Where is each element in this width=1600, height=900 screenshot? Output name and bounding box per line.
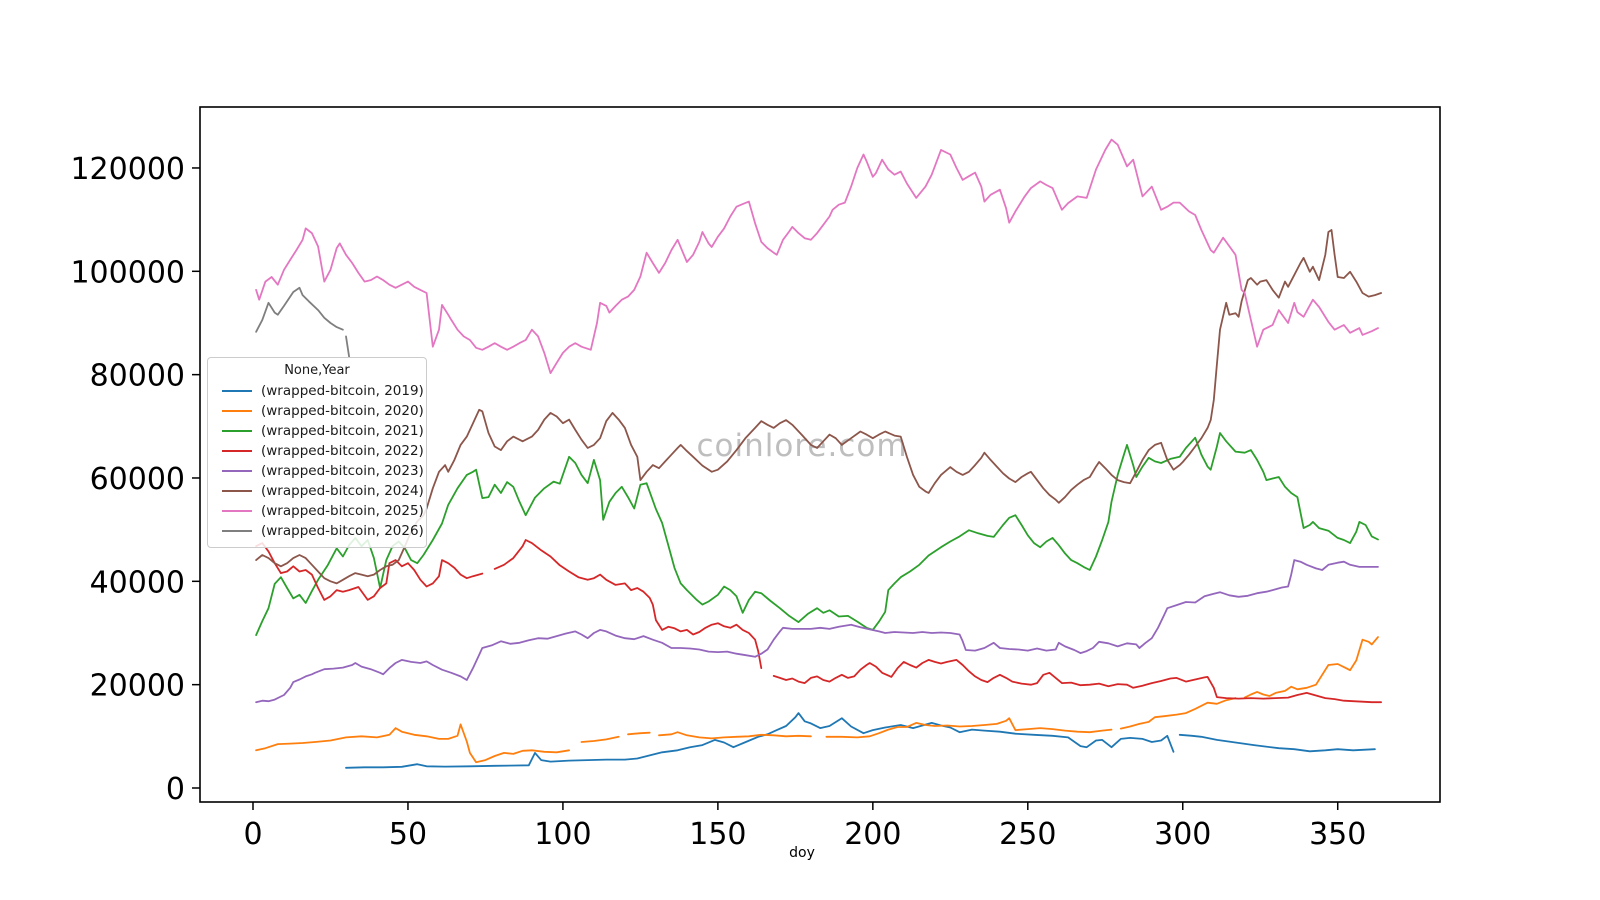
y-tick-label: 60000 (90, 462, 185, 497)
legend-entry-2022: (wrapped-bitcoin, 2022) (216, 441, 424, 461)
series-line-2020 (627, 731, 651, 736)
series-line-2019 (345, 712, 1175, 769)
legend-entry-2019: (wrapped-bitcoin, 2019) (216, 381, 424, 401)
legend-entry-2025: (wrapped-bitcoin, 2025) (216, 501, 424, 521)
legend-entry-2020: (wrapped-bitcoin, 2020) (216, 401, 424, 421)
series-line-2020 (255, 723, 570, 764)
legend-line-swatch (222, 490, 252, 492)
series-line-2020 (580, 735, 620, 743)
series-line-2026 (255, 286, 344, 333)
series-line-2020 (1243, 636, 1379, 699)
x-tick-label: 150 (689, 817, 746, 852)
legend-entry-label: (wrapped-bitcoin, 2021) (261, 423, 424, 439)
series-line-2020 (658, 731, 812, 740)
series-line-2025 (255, 138, 1379, 375)
legend-entry-label: (wrapped-bitcoin, 2023) (261, 463, 424, 479)
legend-entry-2024: (wrapped-bitcoin, 2024) (216, 481, 424, 501)
y-tick-label: 100000 (70, 255, 185, 290)
series-line-2020 (825, 717, 1113, 739)
legend-line-swatch (222, 410, 252, 412)
axes-spines (199, 106, 1441, 803)
x-tick-label: 350 (1309, 817, 1366, 852)
series-line-2023 (255, 559, 1379, 704)
legend: None,Year (wrapped-bitcoin, 2019) (wrappe… (207, 357, 427, 548)
x-axis-label: doy (789, 845, 815, 861)
x-tick-label: 200 (844, 817, 901, 852)
legend-entry-label: (wrapped-bitcoin, 2026) (261, 523, 424, 539)
x-tick-label: 300 (1154, 817, 1211, 852)
x-tick-label: 100 (534, 817, 591, 852)
axis-ticks: 0 50 100 150 200 250 300 350 0 20000 40000 60000 800… (70, 152, 1366, 852)
y-tick-label: 0 (166, 772, 185, 807)
series-line-2022 (493, 539, 763, 669)
series-line-2026 (345, 335, 351, 358)
series-line-2024 (255, 229, 1382, 585)
legend-entry-label: (wrapped-bitcoin, 2019) (261, 383, 424, 399)
series-line-2021 (255, 432, 1379, 636)
legend-entry-2023: (wrapped-bitcoin, 2023) (216, 461, 424, 481)
legend-line-swatch (222, 390, 252, 392)
legend-entry-2021: (wrapped-bitcoin, 2021) (216, 421, 424, 441)
series-line-2020 (1119, 697, 1237, 730)
y-tick-label: 120000 (70, 152, 185, 187)
watermark: coinlore.com (696, 428, 907, 464)
series-line-2022 (772, 659, 1382, 704)
legend-line-swatch (222, 430, 252, 432)
legend-entry-label: (wrapped-bitcoin, 2025) (261, 503, 424, 519)
series-line-2019 (1178, 733, 1376, 753)
x-tick-label: 250 (999, 817, 1056, 852)
y-tick-label: 20000 (90, 669, 185, 704)
legend-line-swatch (222, 450, 252, 452)
series-lines (255, 138, 1382, 769)
legend-title: None,Year (284, 363, 350, 378)
legend-line-swatch (222, 530, 252, 532)
x-tick-label: 50 (389, 817, 427, 852)
legend-entry-label: (wrapped-bitcoin, 2024) (261, 483, 424, 499)
y-tick-label: 80000 (90, 359, 185, 394)
legend-entry-label: (wrapped-bitcoin, 2020) (261, 403, 424, 419)
x-tick-label: 0 (243, 817, 262, 852)
y-tick-label: 40000 (90, 565, 185, 600)
series-line-2022 (255, 542, 484, 601)
legend-line-swatch (222, 470, 252, 472)
legend-line-swatch (222, 510, 252, 512)
legend-entry-label: (wrapped-bitcoin, 2022) (261, 443, 424, 459)
legend-entry-2026: (wrapped-bitcoin, 2026) (216, 521, 424, 541)
